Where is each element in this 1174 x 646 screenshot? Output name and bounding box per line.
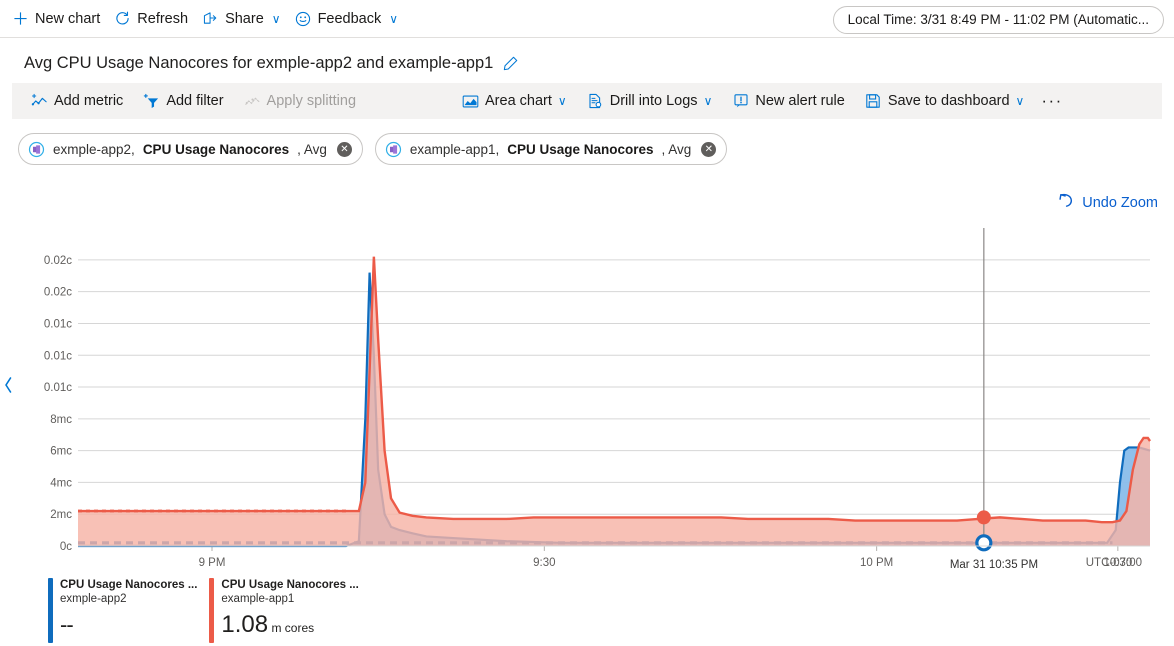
legend-value-unit: m cores [268, 621, 315, 635]
save-to-dashboard-button[interactable]: Save to dashboard ∨ [856, 89, 1034, 114]
y-axis-tick-label: 0.01c [44, 318, 72, 330]
add-filter-icon [143, 93, 160, 110]
close-icon[interactable]: ✕ [701, 141, 717, 157]
chevron-down-icon[interactable]: ∨ [271, 11, 281, 26]
page-title: Avg CPU Usage Nanocores for exmple-app2 … [24, 54, 494, 72]
share-label: Share [225, 10, 264, 27]
undo-zoom-button[interactable]: Undo Zoom [1058, 192, 1158, 213]
series-line-app1 [78, 256, 1151, 524]
new-chart-label: New chart [35, 10, 101, 27]
apply-splitting-label: Apply splitting [266, 93, 357, 109]
data-point-marker-app1[interactable] [976, 510, 991, 525]
chevron-down-icon[interactable]: ∨ [557, 94, 567, 108]
add-metric-button[interactable]: Add metric [22, 89, 132, 114]
chevron-down-icon[interactable]: ∨ [1015, 94, 1025, 108]
area-chart-icon [462, 93, 479, 110]
smiley-icon [295, 10, 312, 27]
apply-splitting-button[interactable]: Apply splitting [235, 89, 365, 114]
add-filter-label: Add filter [166, 93, 224, 109]
chevron-down-icon[interactable]: ∨ [389, 11, 399, 26]
legend-metric-name: CPU Usage Nanocores ... [60, 579, 198, 591]
resource-icon [385, 141, 402, 158]
plus-icon [12, 10, 29, 27]
save-to-dashboard-label: Save to dashboard [887, 93, 1010, 109]
metric-toolbar: Add metric Add filter Apply splitting Ar… [12, 83, 1162, 119]
save-disk-icon [865, 93, 882, 110]
chart-title-row: Avg CPU Usage Nanocores for exmple-app2 … [0, 38, 1174, 83]
chevron-down-icon[interactable]: ∨ [703, 94, 713, 108]
apply-splitting-icon [244, 93, 261, 110]
series-area-app2 [78, 272, 1150, 546]
refresh-button[interactable]: Refresh [108, 6, 196, 31]
legend-resource-name: example-app1 [221, 593, 295, 605]
chart-type-label: Area chart [485, 93, 552, 109]
metric-pill-metric: CPU Usage Nanocores [142, 141, 290, 157]
feedback-button[interactable]: Feedback ∨ [289, 6, 406, 31]
crosshair-time-label: Mar 31 10:35 PM [950, 559, 1038, 568]
metric-pill-metric: CPU Usage Nanocores [507, 141, 654, 157]
time-range-picker[interactable]: Local Time: 3/31 8:49 PM - 11:02 PM (Aut… [832, 6, 1164, 34]
new-alert-rule-button[interactable]: New alert rule [723, 89, 853, 114]
drill-into-logs-icon [587, 93, 604, 110]
x-axis-tick-label: 10 PM [860, 557, 893, 568]
series-area-app1 [78, 256, 1150, 546]
y-axis-tick-label: 4mc [50, 477, 72, 489]
y-axis-tick-label: 6mc [50, 446, 72, 458]
add-metric-label: Add metric [54, 93, 124, 109]
command-bar: New chart Refresh Share ∨ Feedback ∨ Loc… [0, 0, 1174, 38]
legend-resource-name: exmple-app2 [60, 593, 127, 605]
new-chart-button[interactable]: New chart [6, 6, 108, 31]
x-axis-tick-label: 10:30 [1103, 557, 1132, 568]
legend-value: 1.08 m cores [221, 610, 358, 643]
x-axis-tick-label: 9:30 [533, 557, 555, 568]
y-axis-tick-label: 0.02c [44, 255, 72, 267]
refresh-icon [114, 10, 131, 27]
add-filter-button[interactable]: Add filter [134, 89, 232, 114]
chart-type-button[interactable]: Area chart ∨ [453, 89, 576, 114]
metric-pill-aggregation: , Avg [661, 141, 692, 157]
y-axis-tick-label: 0.01c [44, 350, 72, 362]
add-metric-icon [31, 93, 48, 110]
undo-zoom-label: Undo Zoom [1082, 194, 1158, 211]
collapse-panel-chevron-left-icon[interactable] [3, 370, 14, 403]
chart-legend: CPU Usage Nanocores ... exmple-app2 -- C… [48, 578, 371, 643]
data-point-marker-app2[interactable] [975, 534, 993, 552]
metric-pill-app1[interactable]: example-app1, CPU Usage Nanocores , Avg … [374, 133, 728, 165]
legend-metric-name: CPU Usage Nanocores ... [221, 579, 359, 591]
legend-color-swatch [48, 578, 53, 643]
more-options-button[interactable]: ··· [1041, 91, 1063, 110]
share-icon [202, 10, 219, 27]
chart-canvas[interactable]: 0.02c 0.02c 0.01c 0.01c 0.01c 8mc 6mc 4mc 2mc 0c 9… [0, 228, 1174, 571]
refresh-label: Refresh [137, 10, 189, 27]
y-axis-tick-label: 0.02c [44, 287, 72, 299]
legend-value-number: 1.08 [221, 611, 269, 638]
y-axis-tick-label: 8mc [50, 414, 72, 426]
feedback-label: Feedback [317, 10, 382, 27]
new-alert-rule-label: New alert rule [755, 93, 845, 109]
alert-bell-icon [732, 93, 749, 110]
y-axis-tick-label: 0c [60, 541, 72, 553]
close-icon[interactable]: ✕ [336, 141, 352, 157]
legend-item-app2[interactable]: CPU Usage Nanocores ... exmple-app2 -- [48, 578, 209, 643]
undo-arrow-icon [1058, 192, 1075, 213]
drill-into-logs-label: Drill into Logs [609, 93, 698, 109]
metrics-chart[interactable]: 0.02c 0.02c 0.01c 0.01c 0.01c 8mc 6mc 4mc 2mc 0c 9… [0, 228, 1174, 571]
y-axis-tick-label: 0.01c [44, 382, 72, 394]
resource-icon [28, 141, 45, 158]
legend-item-app1[interactable]: CPU Usage Nanocores ... example-app1 1.0… [209, 578, 370, 643]
x-axis-tick-label: 9 PM [199, 557, 226, 568]
legend-value: -- [60, 612, 74, 637]
legend-color-swatch [209, 578, 215, 643]
y-axis-tick-label: 2mc [50, 509, 72, 521]
series-line-app2 [78, 272, 1151, 548]
metric-pill-resource: exmple-app2, [53, 141, 135, 157]
share-button[interactable]: Share ∨ [196, 6, 289, 31]
metric-pill-app2[interactable]: exmple-app2, CPU Usage Nanocores , Avg ✕ [18, 133, 363, 165]
metric-pill-resource: example-app1, [409, 141, 500, 157]
metric-pills: exmple-app2, CPU Usage Nanocores , Avg ✕… [0, 119, 1174, 165]
pencil-icon[interactable] [502, 55, 519, 72]
metric-pill-aggregation: , Avg [297, 141, 327, 157]
timezone-label: UTC-07:00 [1086, 557, 1142, 568]
drill-into-logs-button[interactable]: Drill into Logs ∨ [578, 89, 722, 114]
